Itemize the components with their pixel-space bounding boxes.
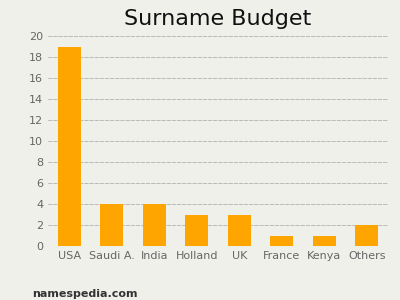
Bar: [58, 46, 81, 246]
Bar: [100, 204, 124, 246]
Bar: [355, 225, 378, 246]
Bar: [142, 204, 166, 246]
Title: Surname Budget: Surname Budget: [124, 9, 312, 29]
Bar: [185, 214, 208, 246]
Bar: [228, 214, 251, 246]
Bar: [312, 236, 336, 246]
Text: namespedia.com: namespedia.com: [32, 289, 138, 299]
Bar: [270, 236, 294, 246]
